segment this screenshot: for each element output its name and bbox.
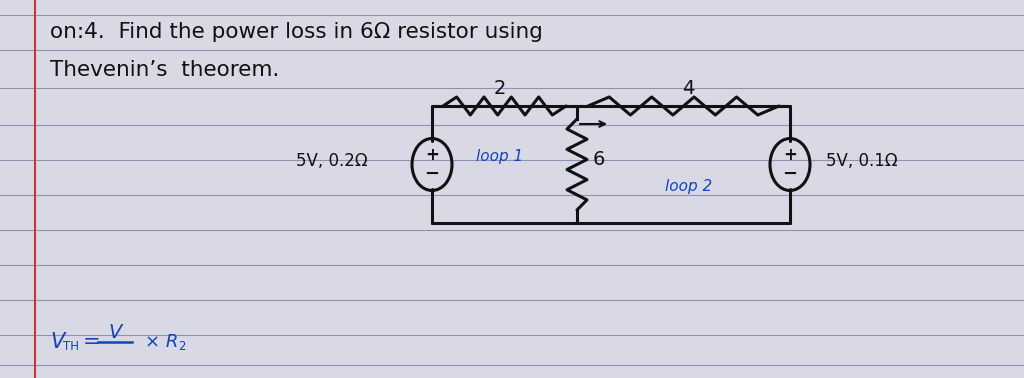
Text: 2: 2	[178, 341, 185, 353]
Text: +: +	[425, 146, 439, 164]
Text: TH: TH	[63, 341, 79, 353]
Text: 4: 4	[682, 79, 694, 98]
Text: 5V, 0.2Ω: 5V, 0.2Ω	[296, 152, 368, 169]
Text: 5V, 0.1Ω: 5V, 0.1Ω	[826, 152, 898, 169]
Text: −: −	[782, 166, 798, 183]
Text: −: −	[424, 166, 439, 183]
Text: 6: 6	[593, 150, 605, 169]
Text: 2: 2	[494, 79, 506, 98]
Text: V: V	[50, 332, 65, 352]
Text: V: V	[109, 322, 122, 341]
Text: × R: × R	[145, 333, 178, 351]
Text: Thevenin’s  theorem.: Thevenin’s theorem.	[50, 60, 280, 80]
Text: loop 1: loop 1	[476, 149, 523, 164]
Text: +: +	[783, 146, 797, 164]
Text: loop 2: loop 2	[665, 179, 712, 194]
Text: on:4.  Find the power loss in 6Ω resistor using: on:4. Find the power loss in 6Ω resistor…	[50, 22, 543, 42]
Text: =: =	[83, 332, 100, 352]
